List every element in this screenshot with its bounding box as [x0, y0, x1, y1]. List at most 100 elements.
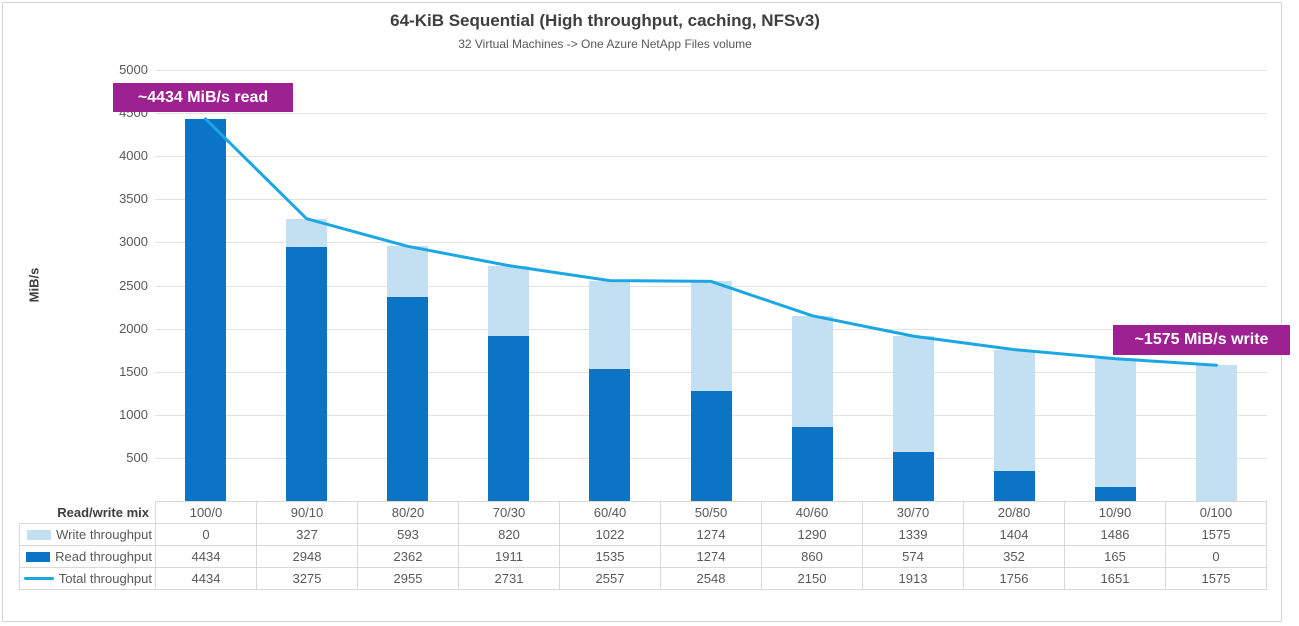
y-axis-label: MiB/s	[26, 267, 42, 303]
gridline	[155, 199, 1267, 201]
y-axis-tick-label: 2000	[119, 320, 148, 336]
value-cell: 0	[155, 523, 257, 546]
value-cell: 1404	[963, 523, 1065, 546]
category-cell: 70/30	[458, 501, 560, 524]
value-cell: 352	[963, 545, 1065, 568]
gridline	[155, 242, 1267, 244]
read-bar-segment	[185, 118, 226, 501]
write-bar-segment	[589, 280, 631, 369]
value-cell: 165	[1064, 545, 1166, 568]
category-cell: 0/100	[1165, 501, 1267, 524]
write-bar-segment	[993, 349, 1035, 471]
data-table-container: Read/write mix 100/0 90/10 80/20 70/30 60/40 5…	[19, 501, 1267, 590]
y-axis-tick-label: 5000	[119, 62, 148, 77]
gridline	[155, 70, 1267, 71]
gridline	[155, 156, 1267, 158]
read-bar-segment	[690, 391, 732, 501]
line-legend-swatch-icon	[23, 577, 54, 580]
table-row: Read throughput 4434 2948 2362 1911 1535 1274 8…	[19, 545, 1267, 568]
value-cell: 327	[256, 523, 358, 546]
write-throughput-callout: ~1575 MiB/s write	[1113, 325, 1290, 355]
y-axis-tick-label: 1500	[119, 363, 148, 379]
value-cell: 1022	[559, 523, 661, 546]
read-bar-segment	[993, 470, 1035, 501]
write-bar-segment	[791, 315, 833, 427]
category-cell: 30/70	[862, 501, 964, 524]
y-axis-tick-label: 3500	[119, 191, 148, 207]
legend-cell: Write throughput	[19, 523, 156, 546]
value-cell: 593	[357, 523, 459, 546]
value-cell: 1339	[862, 523, 964, 546]
value-cell: 2150	[761, 567, 863, 590]
value-cell: 0	[1165, 545, 1267, 568]
chart-title: 64-KiB Sequential (High throughput, cach…	[390, 11, 820, 30]
y-axis-tick-label: 3000	[119, 234, 148, 250]
value-cell: 1575	[1165, 523, 1267, 546]
value-cell: 1651	[1064, 567, 1166, 590]
category-cell: 40/60	[761, 501, 863, 524]
write-bar-segment	[690, 281, 732, 392]
value-cell: 2548	[660, 567, 762, 590]
value-cell: 1290	[761, 523, 863, 546]
value-cell: 860	[761, 545, 863, 568]
value-cell: 1486	[1064, 523, 1166, 546]
write-bar-segment	[892, 336, 934, 452]
value-cell: 1911	[458, 545, 560, 568]
value-cell: 1274	[660, 523, 762, 546]
category-cell: 90/10	[256, 501, 358, 524]
table-row: Total throughput 4434 3275 2955 2731 2557 2548…	[19, 567, 1267, 590]
chart-subtitle: 32 Virtual Machines -> One Azure NetApp …	[458, 37, 752, 51]
read-throughput-callout: ~4434 MiB/s read	[113, 83, 293, 112]
write-bar-segment	[387, 246, 429, 298]
read-bar-segment	[892, 451, 934, 501]
y-axis-tick-label: 2500	[119, 277, 148, 293]
value-cell: 1575	[1165, 567, 1267, 590]
table-row: Write throughput 0 327 593 820 1022 1274 1290 13…	[19, 523, 1267, 546]
read-bar-segment	[488, 336, 530, 501]
y-axis-tick-label: 1000	[119, 406, 148, 422]
table-row-read-write-mix: Read/write mix 100/0 90/10 80/20 70/30 60/40 5…	[19, 501, 1267, 524]
bar-legend-swatch-icon	[27, 529, 52, 540]
value-cell: 2362	[357, 545, 459, 568]
category-cell: 80/20	[357, 501, 459, 524]
value-cell: 820	[458, 523, 560, 546]
category-cell: 60/40	[559, 501, 661, 524]
category-cell: 10/90	[1064, 501, 1166, 524]
value-cell: 574	[862, 545, 964, 568]
bar-legend-swatch-icon	[26, 551, 51, 562]
value-cell: 1756	[963, 567, 1065, 590]
read-bar-segment	[387, 297, 429, 501]
y-axis-tick-label: 4000	[119, 148, 148, 164]
legend-cell: Read throughput	[19, 545, 156, 568]
value-cell: 2955	[357, 567, 459, 590]
legend-label: Total throughput	[58, 571, 152, 586]
value-cell: 4434	[155, 545, 257, 568]
write-bar-segment	[1094, 358, 1136, 487]
value-cell: 4434	[155, 567, 257, 590]
value-cell: 2948	[256, 545, 358, 568]
y-axis-tick-label: 500	[126, 449, 148, 465]
legend-label: Write throughput	[56, 527, 152, 542]
read-bar-segment	[589, 368, 631, 501]
value-cell: 1913	[862, 567, 964, 590]
legend-label: Read throughput	[55, 549, 152, 564]
write-bar-segment	[488, 265, 530, 337]
category-cell: 50/50	[660, 501, 762, 524]
legend-cell: Total throughput	[19, 567, 156, 590]
value-cell: 2557	[559, 567, 661, 590]
read-bar-segment	[1094, 486, 1136, 501]
table-header-read-write-mix: Read/write mix	[19, 501, 156, 524]
category-cell: 100/0	[155, 501, 257, 524]
read-bar-segment	[791, 426, 833, 501]
category-cell: 20/80	[963, 501, 1065, 524]
gridline	[155, 113, 1267, 115]
value-cell: 3275	[256, 567, 358, 590]
value-cell: 1274	[660, 545, 762, 568]
value-cell: 1535	[559, 545, 661, 568]
read-bar-segment	[286, 246, 328, 501]
total-throughput-line	[204, 117, 1218, 367]
value-cell: 2731	[458, 567, 560, 590]
data-table: Read/write mix 100/0 90/10 80/20 70/30 60/40 5…	[19, 501, 1267, 590]
plot-area	[155, 70, 1267, 501]
